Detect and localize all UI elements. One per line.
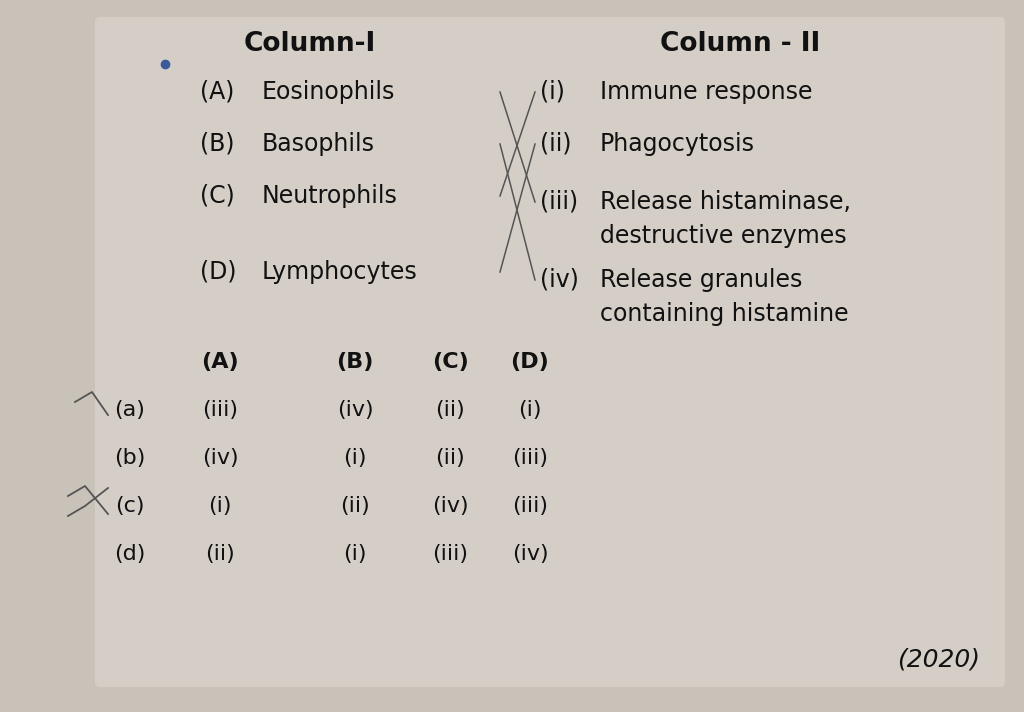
Text: Immune response: Immune response — [600, 80, 812, 104]
Text: (d): (d) — [115, 544, 145, 564]
Text: (c): (c) — [116, 496, 144, 516]
Text: (D): (D) — [511, 352, 549, 372]
Text: (ii): (ii) — [205, 544, 234, 564]
Text: Release histaminase,: Release histaminase, — [600, 190, 851, 214]
Text: destructive enzymes: destructive enzymes — [600, 224, 847, 248]
Text: (i): (i) — [540, 80, 565, 104]
FancyBboxPatch shape — [95, 17, 1005, 687]
Text: (i): (i) — [343, 544, 367, 564]
Text: (iv): (iv) — [540, 268, 579, 292]
Text: Release granules: Release granules — [600, 268, 803, 292]
Text: (ii): (ii) — [340, 496, 370, 516]
Text: (i): (i) — [208, 496, 231, 516]
Text: (A): (A) — [200, 80, 234, 104]
Text: (iv): (iv) — [202, 448, 239, 468]
Text: (ii): (ii) — [435, 400, 465, 420]
Text: (A): (A) — [201, 352, 239, 372]
Text: (B): (B) — [336, 352, 374, 372]
Text: (i): (i) — [518, 400, 542, 420]
Text: (iii): (iii) — [202, 400, 238, 420]
Text: Basophils: Basophils — [262, 132, 375, 156]
Text: Lymphocytes: Lymphocytes — [262, 260, 418, 284]
Text: (iv): (iv) — [337, 400, 374, 420]
Text: (D): (D) — [200, 260, 237, 284]
Text: (i): (i) — [343, 448, 367, 468]
Text: (B): (B) — [200, 132, 234, 156]
Text: Eosinophils: Eosinophils — [262, 80, 395, 104]
Text: (iii): (iii) — [540, 190, 579, 214]
Text: Column - II: Column - II — [660, 31, 820, 57]
Text: (iii): (iii) — [432, 544, 468, 564]
Text: Column-I: Column-I — [244, 31, 376, 57]
Text: containing histamine: containing histamine — [600, 302, 849, 326]
Text: (ii): (ii) — [435, 448, 465, 468]
Text: (iv): (iv) — [512, 544, 548, 564]
Text: Neutrophils: Neutrophils — [262, 184, 398, 208]
Text: (iv): (iv) — [432, 496, 468, 516]
Text: (iii): (iii) — [512, 448, 548, 468]
Text: (2020): (2020) — [897, 648, 980, 672]
Text: (a): (a) — [115, 400, 145, 420]
Text: (b): (b) — [115, 448, 145, 468]
Text: Phagocytosis: Phagocytosis — [600, 132, 755, 156]
Text: (ii): (ii) — [540, 132, 571, 156]
Text: (C): (C) — [200, 184, 234, 208]
Text: (iii): (iii) — [512, 496, 548, 516]
Text: (C): (C) — [432, 352, 468, 372]
